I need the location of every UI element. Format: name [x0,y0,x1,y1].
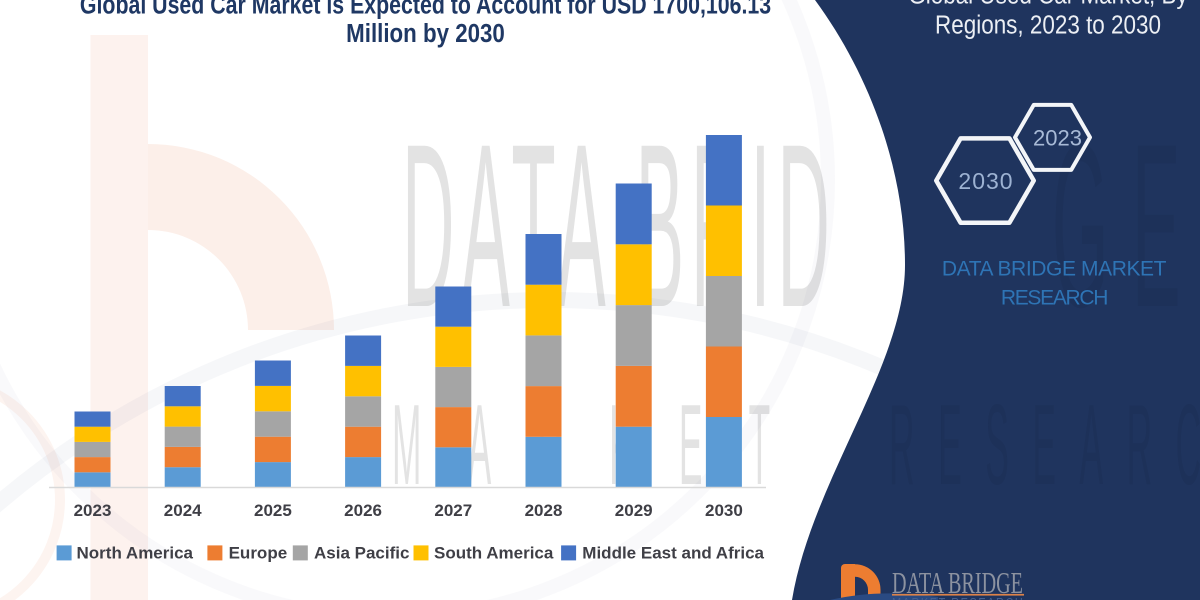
svg-text:2027: 2027 [434,501,472,520]
svg-text:2026: 2026 [344,501,382,520]
svg-text:Global Used Car Market is Expe: Global Used Car Market is Expected to Ac… [80,0,771,20]
svg-text:GE: GE [1052,95,1200,356]
svg-text:Asia Pacific: Asia Pacific [314,544,409,563]
svg-text:DATA BRIDGE MARKET: DATA BRIDGE MARKET [942,258,1167,281]
svg-text:MARKET RESEARCH: MARKET RESEARCH [892,595,1024,600]
svg-text:RESEARCH: RESEARCH [1001,287,1107,310]
svg-text:2028: 2028 [525,501,563,520]
svg-text:2023: 2023 [1033,126,1082,151]
svg-text:Middle East and Africa: Middle East and Africa [582,544,764,563]
svg-text:2030: 2030 [958,168,1013,194]
svg-text:2029: 2029 [615,501,653,520]
svg-text:2030: 2030 [705,501,743,520]
svg-text:Regions, 2023 to 2030: Regions, 2023 to 2030 [935,11,1161,40]
svg-text:Europe: Europe [229,544,288,563]
svg-text:Global Used Car Market, By: Global Used Car Market, By [908,0,1188,10]
svg-text:RESEARCH: RESEARCH [889,381,1200,508]
svg-text:2023: 2023 [74,501,112,520]
svg-text:2024: 2024 [164,501,202,520]
svg-text:South America: South America [434,544,554,563]
svg-text:2025: 2025 [254,501,292,520]
svg-text:Million by 2030: Million by 2030 [346,19,505,48]
svg-text:North America: North America [77,544,194,563]
